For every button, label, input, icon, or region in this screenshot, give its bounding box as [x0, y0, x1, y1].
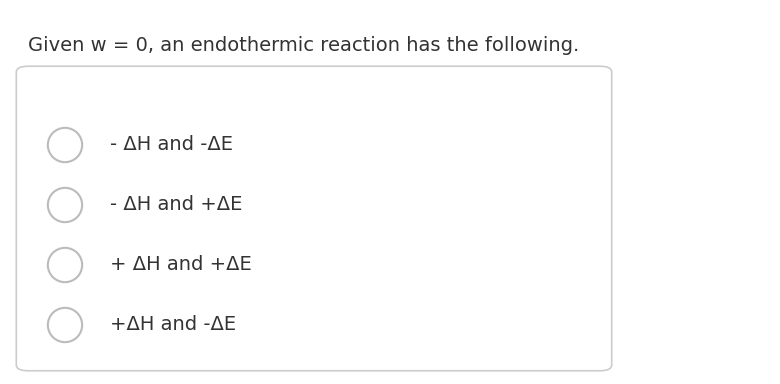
Ellipse shape	[48, 248, 82, 282]
Text: - ΔH and -ΔE: - ΔH and -ΔE	[110, 136, 233, 154]
Ellipse shape	[48, 128, 82, 162]
FancyBboxPatch shape	[16, 66, 612, 371]
Ellipse shape	[48, 188, 82, 222]
Text: Given w = 0, an endothermic reaction has the following.: Given w = 0, an endothermic reaction has…	[28, 36, 580, 55]
Text: - ΔH and +ΔE: - ΔH and +ΔE	[110, 195, 243, 215]
Text: + ΔH and +ΔE: + ΔH and +ΔE	[110, 255, 252, 275]
Text: +ΔH and -ΔE: +ΔH and -ΔE	[110, 316, 236, 334]
Ellipse shape	[48, 308, 82, 342]
